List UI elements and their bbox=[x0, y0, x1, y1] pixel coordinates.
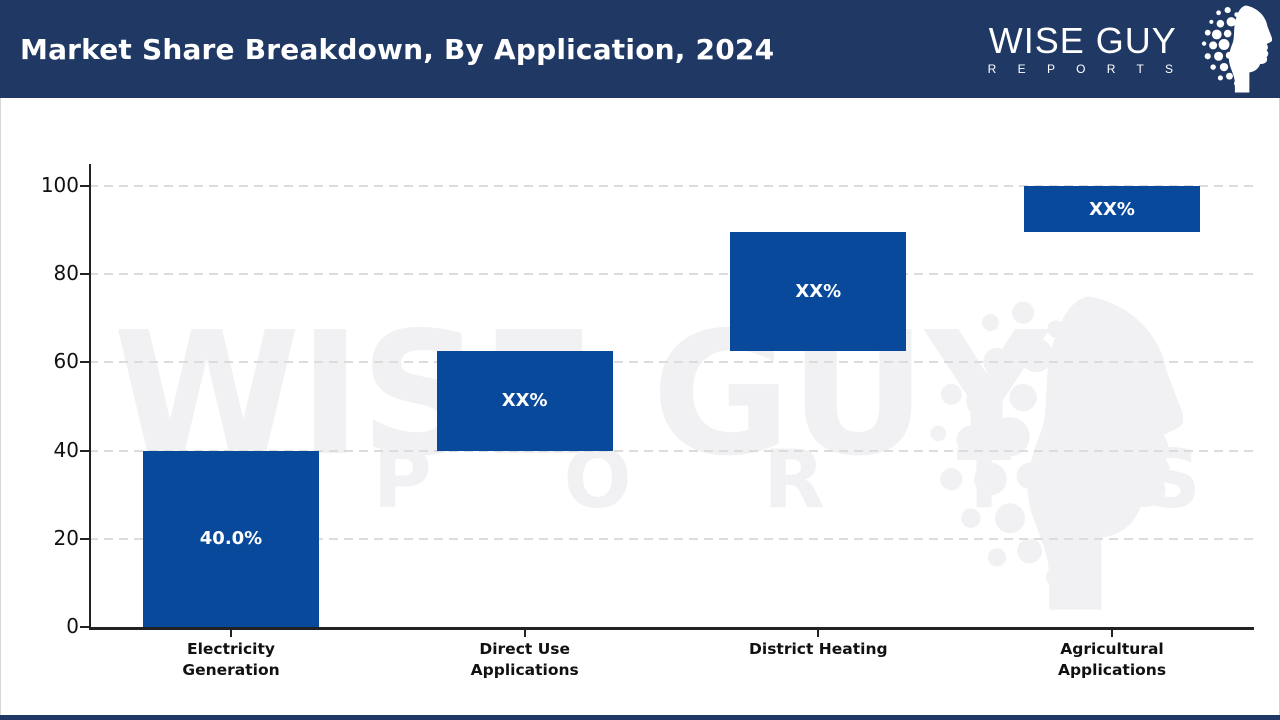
bar-value-label: XX% bbox=[795, 281, 842, 303]
y-axis-tickmark bbox=[80, 626, 89, 628]
category-label-line: District Heating bbox=[749, 640, 888, 658]
y-axis-tickmark bbox=[80, 361, 89, 364]
page-title: Market Share Breakdown, By Application, … bbox=[20, 32, 775, 66]
y-axis-tick-label: 20 bbox=[53, 525, 79, 550]
bar-value-label: XX% bbox=[1089, 198, 1135, 220]
bar-value-label: XX% bbox=[501, 390, 548, 412]
watermark-head-icon bbox=[930, 296, 1183, 610]
gridline-y80 bbox=[89, 273, 1254, 276]
y-axis-tickmark bbox=[80, 537, 89, 540]
x-axis-line bbox=[89, 627, 1254, 630]
bar-4: XX% bbox=[1024, 186, 1200, 233]
footer-accent-strip bbox=[0, 715, 1280, 720]
bar-2: XX% bbox=[436, 351, 613, 451]
category-label-line: Generation bbox=[182, 661, 280, 679]
wiseguy-logo-subtext: R E P O R T S bbox=[987, 61, 1182, 76]
gridline-y40 bbox=[89, 449, 1254, 452]
category-label-line: Direct Use bbox=[479, 640, 571, 658]
x-axis-tickmark bbox=[523, 629, 526, 637]
gridline-y20 bbox=[89, 537, 1254, 540]
y-axis-tick-label: 60 bbox=[53, 349, 79, 374]
y-axis-tick-label: 80 bbox=[53, 261, 79, 286]
category-label-line: Electricity bbox=[187, 640, 275, 658]
category-label-3: District Heating bbox=[708, 639, 928, 660]
wiseguy-logo: WISE GUY R E P O R T S bbox=[984, 0, 1272, 98]
x-axis-tickmark bbox=[230, 629, 232, 637]
category-label-4: Agricultural Applications bbox=[1002, 639, 1222, 681]
y-axis-line bbox=[89, 164, 91, 629]
y-axis-tickmark bbox=[80, 449, 89, 452]
x-axis-tickmark bbox=[1111, 629, 1113, 637]
wiseguy-logo-text: WISE GUY R E P O R T S bbox=[984, 19, 1182, 76]
header-bar: Market Share Breakdown, By Application, … bbox=[0, 0, 1280, 98]
bar-3: XX% bbox=[730, 232, 907, 352]
chart-area: WISE GUY P O R T S 0 20 40 60 80 100 40.0% Elec… bbox=[0, 98, 1280, 715]
bar-1: 40.0% bbox=[143, 450, 319, 627]
category-label-line: Agricultural bbox=[1060, 640, 1164, 658]
gridline-y60 bbox=[89, 361, 1254, 364]
y-axis-tick-label: 40 bbox=[53, 437, 79, 462]
category-label-line: Applications bbox=[1057, 661, 1167, 679]
y-axis-tickmark bbox=[80, 185, 89, 187]
wiseguy-head-icon bbox=[1201, 5, 1272, 93]
y-axis-tick-label: 100 bbox=[40, 173, 79, 197]
y-axis-tick-label: 0 bbox=[66, 614, 79, 638]
bar-value-label: 40.0% bbox=[199, 528, 263, 550]
category-label-2: Direct Use Applications bbox=[415, 639, 635, 681]
x-axis-tickmark bbox=[817, 629, 820, 637]
gridline-y100 bbox=[89, 185, 1254, 187]
y-axis-tickmark bbox=[80, 273, 89, 276]
category-label-line: Applications bbox=[470, 661, 579, 679]
category-label-1: Electricity Generation bbox=[121, 639, 341, 681]
wiseguy-logo-wordmark: WISE GUY bbox=[988, 19, 1177, 61]
